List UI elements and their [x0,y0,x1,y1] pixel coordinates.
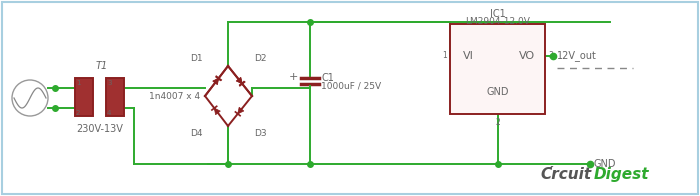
Text: +: + [288,72,298,82]
Text: GND: GND [486,86,509,96]
Text: 2: 2 [495,118,500,127]
Text: D1: D1 [190,54,203,63]
Text: 1: 1 [76,80,80,86]
Polygon shape [237,78,242,83]
Bar [450,24,545,114]
Text: IC1: IC1 [489,9,505,19]
Text: 230V-13V: 230V-13V [76,124,123,134]
Bar [106,78,124,116]
Text: Digest: Digest [594,167,650,182]
Text: C1: C1 [321,73,334,83]
Text: 12V_out: 12V_out [557,50,597,61]
Text: GND: GND [594,159,617,169]
Text: 4: 4 [107,110,111,116]
Text: T1: T1 [96,61,108,71]
Text: 3: 3 [548,51,553,60]
Text: D3: D3 [254,129,267,138]
Polygon shape [213,78,218,85]
Text: 3: 3 [107,80,111,86]
Text: D2: D2 [254,54,267,63]
Text: 2: 2 [76,110,80,116]
Text: 1000uF / 25V: 1000uF / 25V [321,82,381,91]
Text: 1: 1 [442,51,447,60]
Polygon shape [238,107,244,114]
Polygon shape [214,79,218,84]
Text: 1n4007 x 4: 1n4007 x 4 [149,92,201,101]
Text: D4: D4 [190,129,203,138]
Text: Ćrcuit: Ćrcuit [540,167,591,182]
Text: LM2904-12.0V: LM2904-12.0V [465,16,530,25]
Bar [75,78,93,116]
Polygon shape [236,77,242,84]
Text: VI: VI [463,51,473,61]
Polygon shape [214,108,220,115]
Text: VO: VO [519,51,535,61]
FancyBboxPatch shape [2,2,698,194]
